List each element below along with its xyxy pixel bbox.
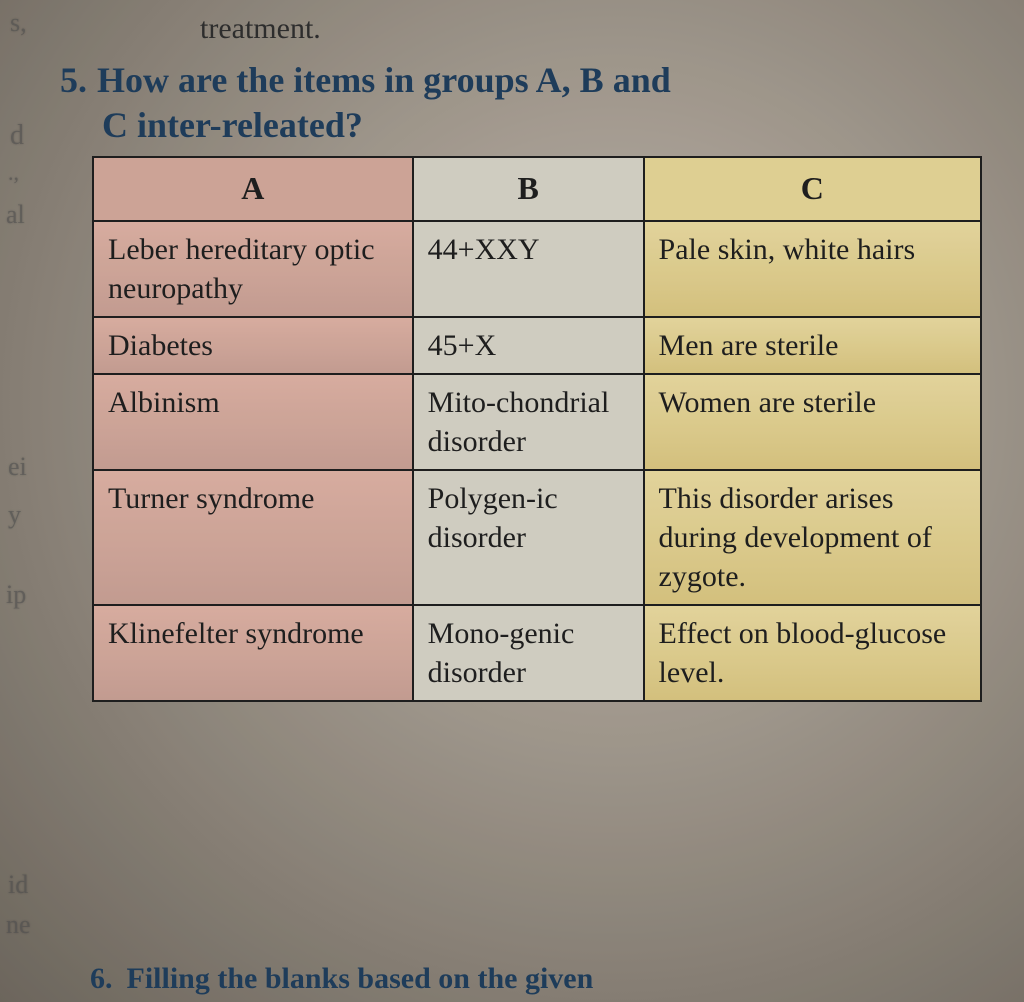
cell-c: Women are sterile: [644, 374, 981, 470]
question-number: 5.: [60, 60, 87, 100]
textbook-page: s, ., al ei y ip id ne d treatment. 5.Ho…: [0, 0, 1024, 1002]
table-header-row: A B C: [93, 157, 981, 221]
cell-c: Men are sterile: [644, 317, 981, 374]
column-header-c: C: [644, 157, 981, 221]
cell-b: Polygen-ic disorder: [413, 470, 644, 605]
cell-c: This disorder arises during development …: [644, 470, 981, 605]
cell-b: Mono-genic disorder: [413, 605, 644, 701]
margin-fragment: s,: [10, 8, 27, 38]
margin-fragment: d: [10, 120, 24, 152]
cell-b: 45+X: [413, 317, 644, 374]
column-header-a: A: [93, 157, 413, 221]
cell-a: Klinefelter syndrome: [93, 605, 413, 701]
margin-fragment: ei: [8, 452, 27, 482]
cell-c: Effect on blood-glucose level.: [644, 605, 981, 701]
table-row: Diabetes 45+X Men are sterile: [93, 317, 981, 374]
margin-fragment: ip: [6, 580, 26, 610]
margin-fragment: id: [8, 870, 28, 900]
table-row: Leber hereditary optic neuropathy 44+XXY…: [93, 221, 981, 317]
column-header-b: B: [413, 157, 644, 221]
cell-a: Turner syndrome: [93, 470, 413, 605]
question-6-fragment: 6. Filling the blanks based on the given: [90, 962, 593, 996]
margin-fragment: .,: [8, 160, 19, 186]
question-text-line1: How are the items in groups A, B and: [97, 60, 671, 100]
table-row: Turner syndrome Polygen-ic disorder This…: [93, 470, 981, 605]
question-text-line2: C inter-releated?: [102, 103, 974, 148]
relations-table: A B C Leber hereditary optic neuropathy …: [92, 156, 982, 702]
cell-a: Diabetes: [93, 317, 413, 374]
margin-fragment: al: [6, 200, 25, 230]
cell-b: Mito-chondrial disorder: [413, 374, 644, 470]
cell-a: Albinism: [93, 374, 413, 470]
table-row: Klinefelter syndrome Mono-genic disorder…: [93, 605, 981, 701]
cell-b: 44+XXY: [413, 221, 644, 317]
prev-line-fragment: treatment.: [200, 12, 321, 46]
question-5: 5.How are the items in groups A, B and C…: [60, 58, 974, 148]
cell-a: Leber hereditary optic neuropathy: [93, 221, 413, 317]
table-row: Albinism Mito-chondrial disorder Women a…: [93, 374, 981, 470]
margin-fragment: ne: [6, 910, 31, 940]
margin-fragment: y: [8, 500, 21, 530]
question-text: Filling the blanks based on the given: [127, 962, 594, 995]
question-number: 6.: [90, 962, 113, 995]
cell-c: Pale skin, white hairs: [644, 221, 981, 317]
